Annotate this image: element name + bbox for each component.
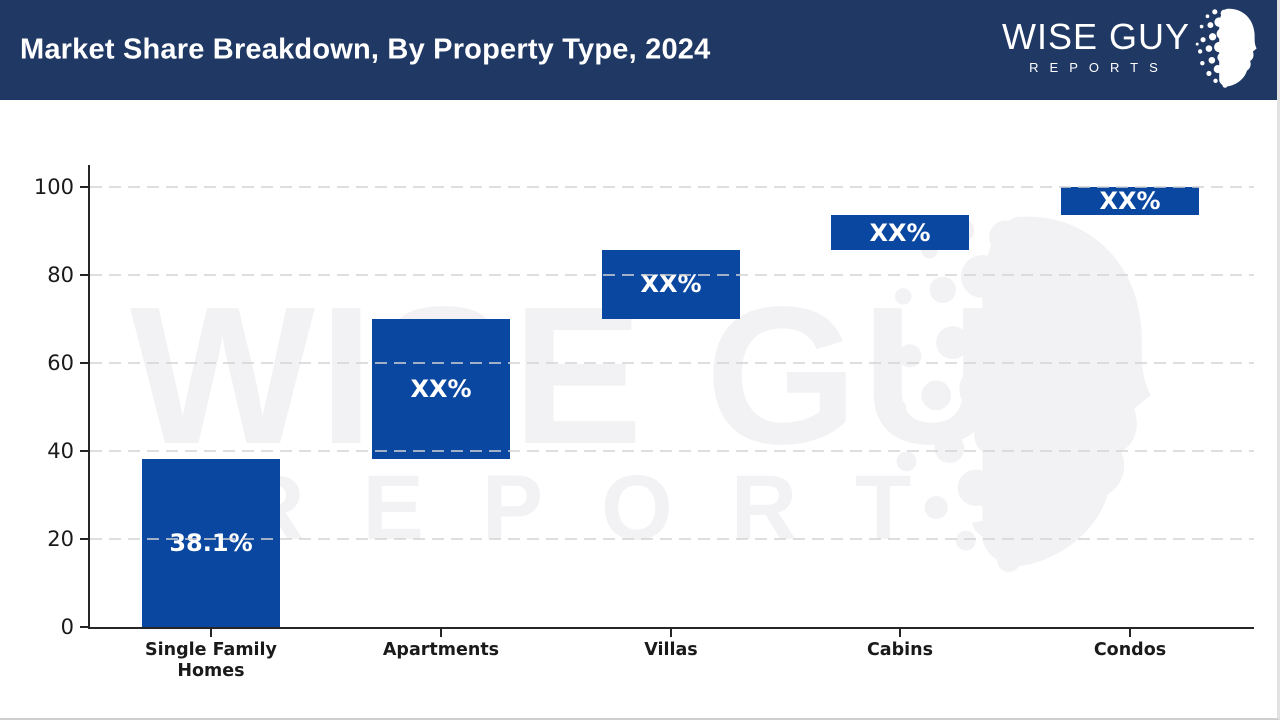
x-tick-mark-4 [1129, 629, 1131, 637]
grid-line-100 [90, 186, 1254, 188]
bar-condos: XX% [1061, 187, 1199, 216]
x-tick-mark-1 [440, 629, 442, 637]
y-tick-label-40: 40 [47, 439, 74, 463]
category-label-condos: Condos [1014, 640, 1246, 661]
bar-single-family-homes: 38.1% [142, 459, 280, 627]
brand-subtitle: REPORTS [1029, 60, 1169, 75]
bar-apartments: XX% [372, 319, 510, 460]
grid-line-60 [90, 362, 1254, 364]
y-tick-label-100: 100 [33, 175, 74, 199]
category-label-line: Apartments [382, 640, 500, 660]
brand-logo-text: WISE GUY REPORTS [1002, 17, 1190, 76]
header-bar: Market Share Breakdown, By Property Type… [0, 0, 1277, 100]
brand-name: WISE GUY [1001, 16, 1190, 57]
y-tick-label-60: 60 [47, 351, 74, 375]
bar-villas: XX% [602, 249, 740, 319]
y-tick-mark-60 [80, 362, 88, 364]
bar-cabins: XX% [831, 215, 969, 250]
bar-value-label: XX% [410, 375, 472, 404]
y-tick-mark-40 [80, 450, 88, 452]
head-profile-icon [1188, 6, 1268, 94]
y-axis-line [88, 165, 90, 629]
y-tick-label-20: 20 [47, 527, 74, 551]
y-tick-mark-20 [80, 538, 88, 540]
bar-value-label: XX% [1099, 187, 1161, 216]
x-tick-mark-0 [210, 629, 212, 637]
category-label-line: Homes [177, 661, 245, 681]
y-tick-mark-80 [80, 274, 88, 276]
grid-line-80 [90, 274, 1254, 276]
x-axis-line [88, 627, 1254, 629]
grid-line-20 [90, 538, 1254, 540]
category-label-line: Villas [644, 640, 698, 660]
category-label-single-family-homes: Single Family Homes [95, 640, 327, 682]
y-tick-label-0: 0 [60, 615, 74, 639]
bar-value-label: XX% [869, 218, 931, 247]
category-label-line: Single Family [145, 640, 277, 660]
grid-line-40 [90, 450, 1254, 452]
bar-value-label: 38.1% [169, 529, 253, 558]
category-label-line: Cabins [866, 640, 934, 660]
y-tick-mark-0 [80, 626, 88, 628]
category-label-line: Condos [1093, 640, 1167, 660]
category-label-villas: Villas [555, 640, 787, 661]
category-label-apartments: Apartments [325, 640, 557, 661]
page-title: Market Share Breakdown, By Property Type… [20, 33, 711, 66]
x-tick-mark-2 [670, 629, 672, 637]
y-tick-mark-100 [80, 186, 88, 188]
category-label-cabins: Cabins [784, 640, 1016, 661]
x-tick-mark-3 [899, 629, 901, 637]
y-tick-label-80: 80 [47, 263, 74, 287]
brand-logo: WISE GUY REPORTS [1002, 0, 1268, 100]
